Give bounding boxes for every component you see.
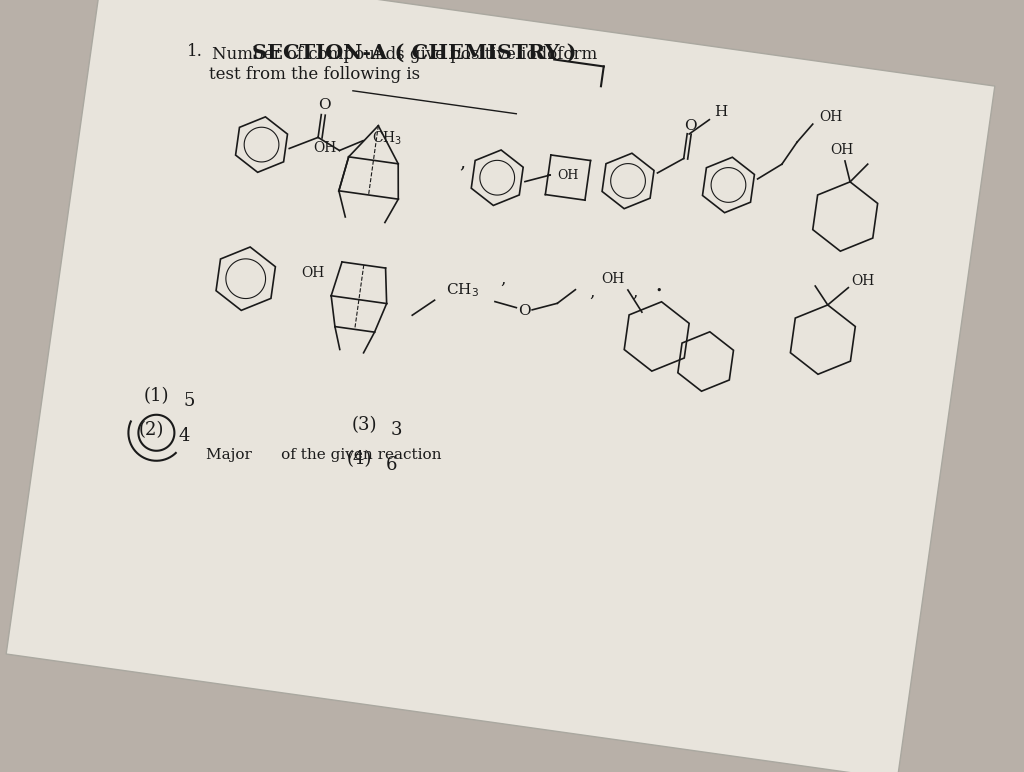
Text: (1): (1) [143, 387, 169, 405]
Text: 6: 6 [386, 456, 397, 474]
Text: (3): (3) [351, 416, 377, 434]
Text: SECTION-A ( CHEMISTRY ): SECTION-A ( CHEMISTRY ) [252, 43, 577, 63]
Text: 1.: 1. [186, 42, 203, 59]
Text: Major      of the given reaction: Major of the given reaction [206, 448, 441, 462]
Text: OH: OH [313, 141, 337, 155]
Text: OH: OH [830, 144, 854, 157]
Text: test from the following is: test from the following is [209, 66, 420, 83]
Text: 4: 4 [178, 427, 189, 445]
Text: OH: OH [601, 273, 625, 286]
Text: ,: , [590, 283, 595, 300]
Text: O: O [684, 119, 696, 133]
Text: O: O [318, 98, 331, 112]
Text: (4): (4) [346, 451, 372, 469]
Text: (2): (2) [138, 422, 164, 439]
Text: ,: , [633, 284, 638, 301]
Text: O: O [518, 303, 530, 318]
Text: OH: OH [819, 110, 842, 124]
Text: OH: OH [851, 274, 874, 288]
Text: •: • [655, 286, 662, 296]
Text: OH: OH [557, 169, 579, 182]
Polygon shape [6, 0, 995, 772]
Text: H: H [715, 105, 728, 120]
Text: OH: OH [301, 266, 325, 279]
Text: ,: , [501, 271, 506, 288]
Text: 3: 3 [391, 422, 402, 439]
Text: ,: , [459, 154, 465, 171]
Text: Number of compounds give positive iodoform: Number of compounds give positive iodofo… [212, 46, 597, 63]
Text: 5: 5 [183, 392, 195, 410]
Text: CH$_3$: CH$_3$ [372, 129, 401, 147]
Text: CH$_3$: CH$_3$ [446, 281, 479, 299]
